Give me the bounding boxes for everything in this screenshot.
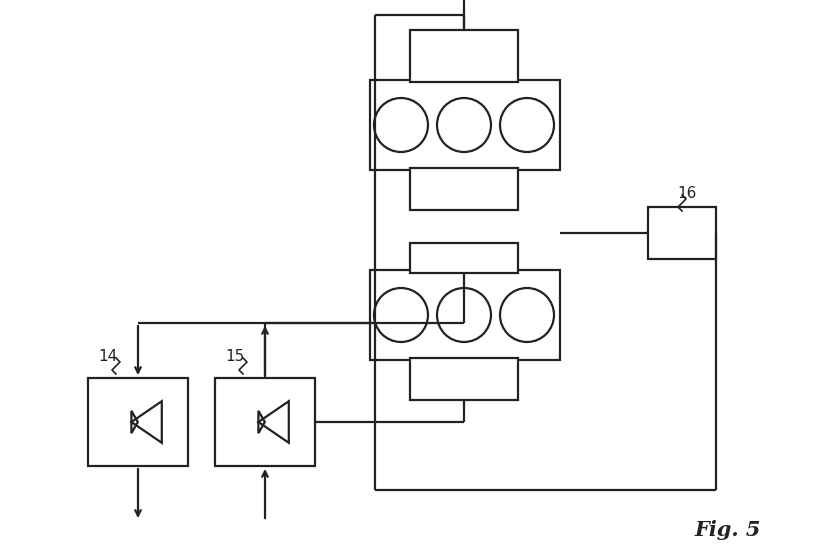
Circle shape — [500, 288, 554, 342]
Circle shape — [500, 98, 554, 152]
Bar — [215, 378, 315, 466]
Circle shape — [437, 98, 491, 152]
Text: Fig. 5: Fig. 5 — [695, 520, 761, 540]
Bar — [410, 168, 518, 210]
Bar — [410, 243, 518, 273]
Circle shape — [374, 288, 428, 342]
Text: 16: 16 — [677, 185, 696, 200]
Text: 15: 15 — [225, 348, 244, 363]
Bar — [370, 80, 560, 170]
Bar — [88, 378, 188, 466]
Text: 14: 14 — [98, 348, 118, 363]
Bar — [370, 270, 560, 360]
Circle shape — [374, 98, 428, 152]
Bar — [648, 207, 716, 259]
Bar — [410, 358, 518, 400]
Bar — [410, 30, 518, 82]
Circle shape — [437, 288, 491, 342]
